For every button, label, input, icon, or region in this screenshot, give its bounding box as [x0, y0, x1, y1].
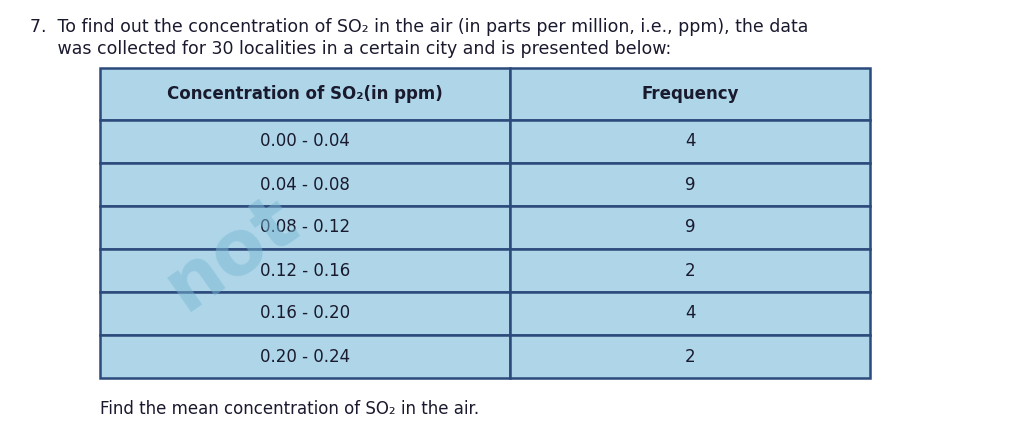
- Bar: [510, 68, 870, 120]
- Bar: [100, 120, 510, 163]
- Text: 0.08 - 0.12: 0.08 - 0.12: [260, 219, 350, 236]
- Text: 2: 2: [685, 261, 695, 279]
- Text: Frequency: Frequency: [641, 85, 738, 103]
- Bar: [100, 68, 510, 120]
- Text: 4: 4: [685, 304, 695, 322]
- Text: 7.  To find out the concentration of SO₂ in the air (in parts per million, i.e.,: 7. To find out the concentration of SO₂ …: [30, 18, 808, 36]
- Bar: [510, 120, 870, 163]
- Bar: [510, 335, 870, 378]
- Text: 9: 9: [685, 219, 695, 236]
- Bar: [100, 249, 510, 292]
- Bar: [510, 249, 870, 292]
- Bar: [100, 163, 510, 206]
- Text: 0.12 - 0.16: 0.12 - 0.16: [260, 261, 350, 279]
- Bar: [510, 292, 870, 335]
- Text: 9: 9: [685, 176, 695, 194]
- Text: 0.20 - 0.24: 0.20 - 0.24: [260, 347, 350, 366]
- Text: Concentration of SO₂(in ppm): Concentration of SO₂(in ppm): [167, 85, 442, 103]
- Text: 2: 2: [685, 347, 695, 366]
- Text: 0.04 - 0.08: 0.04 - 0.08: [260, 176, 350, 194]
- Bar: [100, 335, 510, 378]
- Text: 0.00 - 0.04: 0.00 - 0.04: [260, 132, 350, 151]
- Text: Find the mean concentration of SO₂ in the air.: Find the mean concentration of SO₂ in th…: [100, 400, 479, 418]
- Bar: [510, 163, 870, 206]
- Text: 4: 4: [685, 132, 695, 151]
- Text: not: not: [152, 183, 311, 325]
- Bar: [510, 206, 870, 249]
- Text: 0.16 - 0.20: 0.16 - 0.20: [260, 304, 350, 322]
- Bar: [100, 206, 510, 249]
- Bar: [100, 292, 510, 335]
- Text: was collected for 30 localities in a certain city and is presented below:: was collected for 30 localities in a cer…: [30, 40, 672, 58]
